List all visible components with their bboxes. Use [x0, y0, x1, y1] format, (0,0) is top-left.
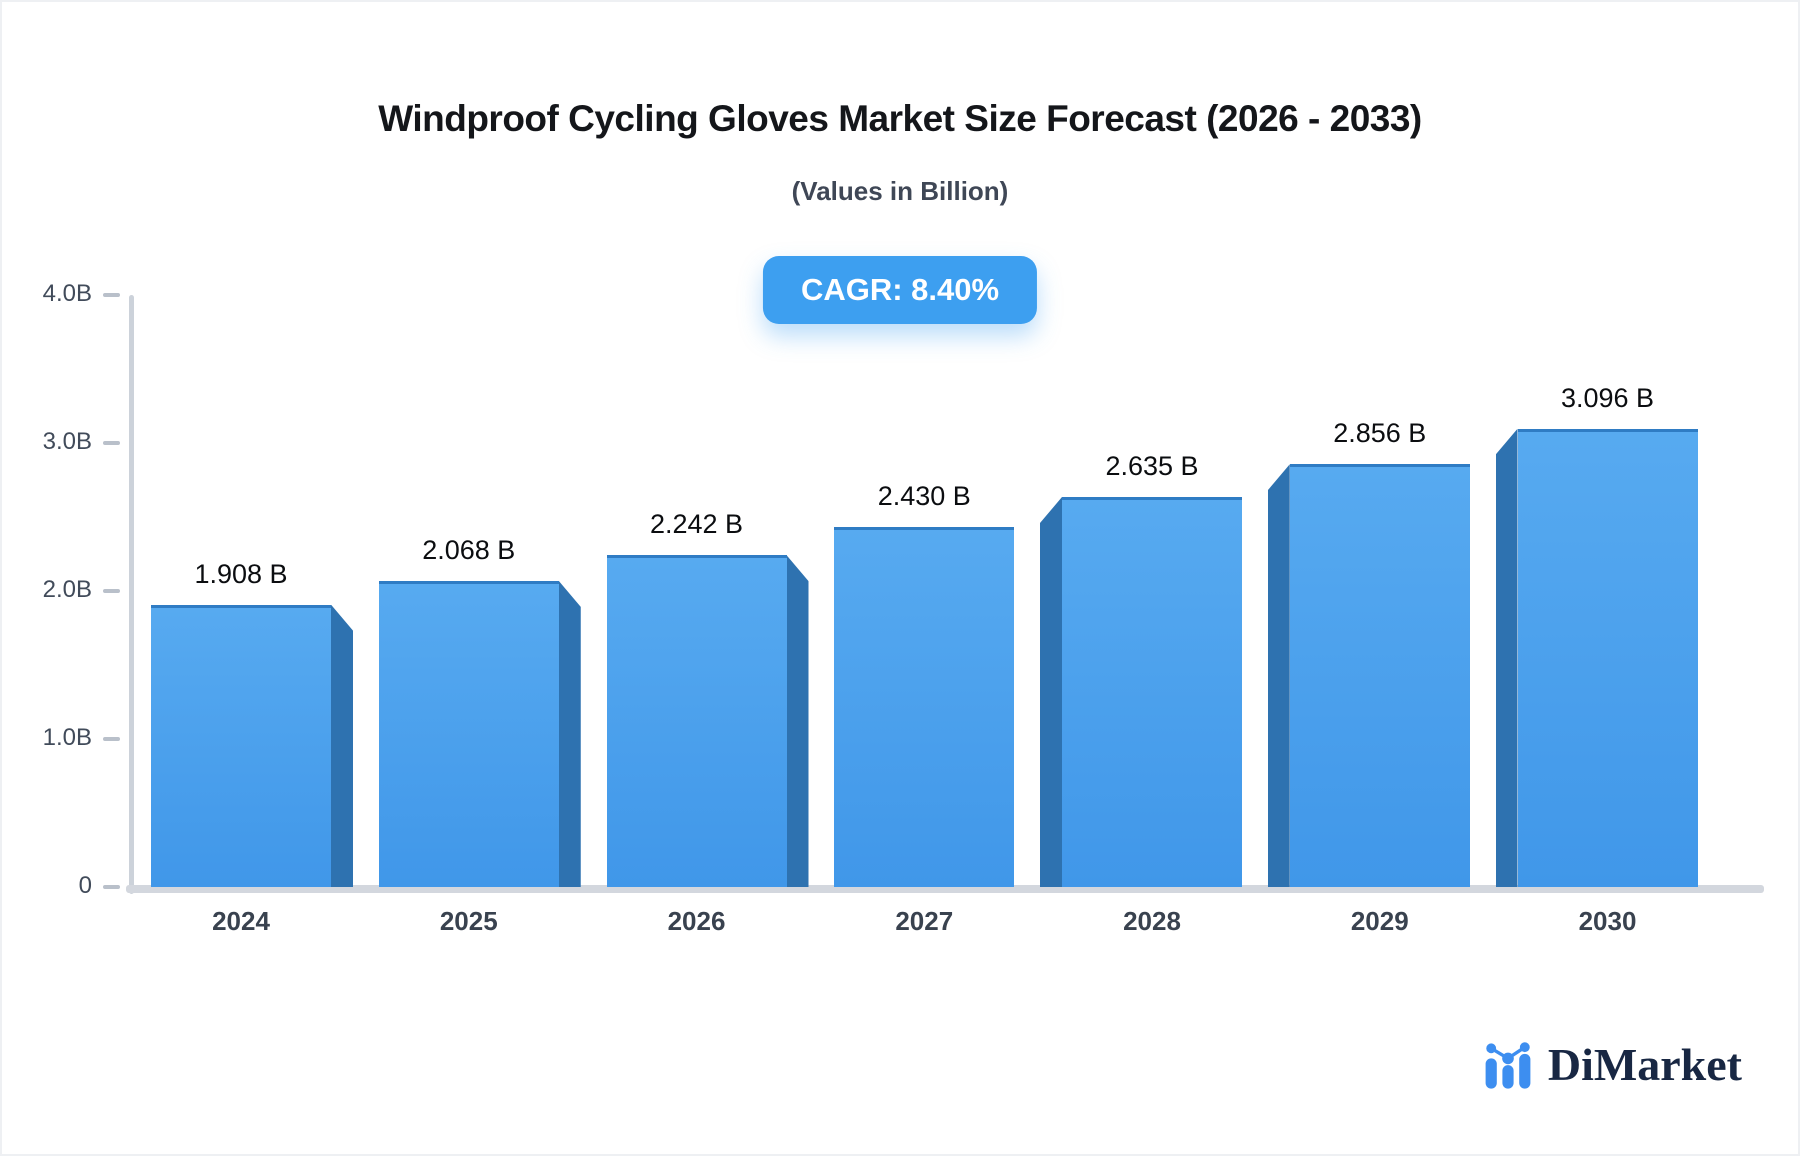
x-axis-floor — [126, 885, 1764, 893]
chart-subtitle: (Values in Billion) — [791, 176, 1009, 206]
y-tick-label: 4.0B — [42, 280, 92, 307]
x-tick-label: 2030 — [1578, 906, 1637, 936]
x-tick-label: 2024 — [212, 906, 270, 936]
bar-side-2026 — [786, 555, 809, 887]
y-tick-label: 2.0B — [42, 576, 92, 603]
bar-side-2030 — [1495, 428, 1518, 887]
y-tick-label: 0 — [78, 872, 92, 899]
x-tick-label: 2029 — [1350, 906, 1409, 936]
y-tick-label: 3.0B — [42, 428, 92, 455]
bar-side-2029 — [1267, 464, 1290, 887]
bar-value-label: 3.096 B — [1560, 382, 1655, 413]
bar-side-2024 — [331, 604, 353, 887]
y-axis-line — [129, 295, 134, 894]
bar-chart-logo-icon — [1485, 1042, 1531, 1089]
bar-2028 — [1062, 497, 1242, 887]
x-tick-label: 2027 — [895, 906, 954, 936]
y-tick-dash — [103, 293, 120, 297]
bar-value-label: 1.908 B — [194, 558, 288, 589]
bar-value-label: 2.635 B — [1105, 451, 1199, 482]
bar-2027 — [834, 527, 1015, 887]
bar-value-label: 2.068 B — [422, 534, 516, 565]
y-tick-dash — [103, 885, 120, 889]
bar-2026 — [606, 555, 787, 887]
bar-2024 — [151, 604, 331, 887]
bar-2030 — [1517, 428, 1698, 887]
bar-side-2028 — [1040, 497, 1062, 887]
cagr-badge: CAGR: 8.40% — [762, 256, 1038, 324]
brand-name: DiMarket — [1547, 1038, 1742, 1090]
bar-value-label: 2.242 B — [649, 509, 744, 540]
y-tick-dash — [103, 441, 120, 445]
y-tick-dash — [103, 589, 120, 593]
x-tick-label: 2028 — [1123, 906, 1181, 936]
x-tick-label: 2026 — [667, 906, 726, 936]
bar-value-label: 2.430 B — [877, 481, 971, 512]
y-tick-label: 1.0B — [42, 724, 92, 751]
chart-title: Windproof Cycling Gloves Market Size For… — [378, 98, 1422, 139]
bar-side-2025 — [558, 580, 581, 887]
x-tick-label: 2025 — [439, 906, 498, 936]
bar-value-label: 2.856 B — [1333, 418, 1427, 449]
bar-2025 — [378, 580, 559, 887]
y-tick-dash — [103, 737, 120, 741]
bar-2029 — [1289, 464, 1470, 887]
dimarket-logo: DiMarket — [1482, 1036, 1742, 1092]
